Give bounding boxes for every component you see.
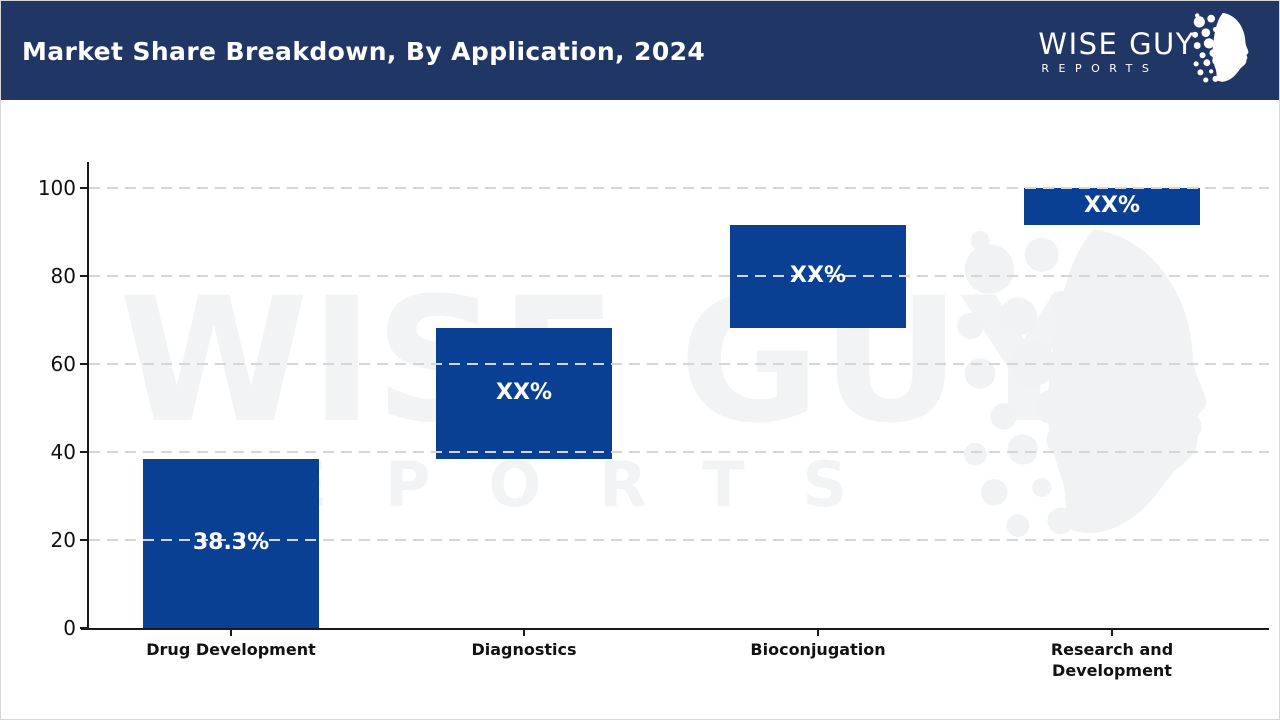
page-title: Market Share Breakdown, By Application, … xyxy=(22,37,706,66)
bar-diagnostics xyxy=(436,327,612,460)
gridline-60 xyxy=(89,363,1269,365)
x-tick-diagnostics xyxy=(523,629,525,636)
y-tick-100 xyxy=(80,187,87,189)
y-tick-label-20: 20 xyxy=(50,528,76,552)
y-tick-40 xyxy=(80,451,87,453)
bar-drug-development xyxy=(143,459,319,628)
bar-value-label-research-and-development: XX% xyxy=(1084,192,1140,218)
y-tick-label-60: 60 xyxy=(50,352,76,376)
y-tick-label-100: 100 xyxy=(37,176,76,200)
y-tick-label-80: 80 xyxy=(50,264,76,288)
x-tick-bioconjugation xyxy=(817,629,819,636)
x-axis-line xyxy=(81,628,1269,630)
x-tick-research-and-development xyxy=(1111,629,1113,636)
x-axis-label-diagnostics: Diagnostics xyxy=(471,640,577,659)
chart-area: WISE GUY REPORTS 38.3% Drug Development XX… xyxy=(1,100,1279,719)
y-tick-80 xyxy=(80,275,87,277)
y-tick-label-40: 40 xyxy=(50,440,76,464)
y-tick-60 xyxy=(80,363,87,365)
logo-subtitle: REPORTS xyxy=(1041,62,1159,76)
y-tick-label-0: 0 xyxy=(63,616,76,640)
gridline-40 xyxy=(89,451,1269,453)
logo-text: WISE GUY REPORTS xyxy=(1038,26,1195,76)
y-axis-spine xyxy=(87,162,89,630)
wise-guy-logo: WISE GUY REPORTS xyxy=(1038,9,1265,95)
bar-research-and-development xyxy=(1024,188,1200,226)
x-axis-label-bioconjugation: Bioconjugation xyxy=(750,640,886,659)
y-tick-20 xyxy=(80,539,87,541)
gridline-80 xyxy=(89,275,1269,277)
logo-wordmark: WISE GUY xyxy=(1038,26,1195,61)
bar-value-label-diagnostics: XX% xyxy=(496,379,552,405)
x-axis-label-drug-development: Drug Development xyxy=(146,640,316,659)
gridline-20 xyxy=(89,539,1269,541)
dotted-face-icon xyxy=(1192,12,1249,83)
x-axis-label-research-and-development: Research and Development xyxy=(1050,640,1174,680)
bar-value-label-drug-development: 38.3% xyxy=(192,529,270,555)
bar-value-label-bioconjugation: XX% xyxy=(790,262,846,288)
header: Market Share Breakdown, By Application, … xyxy=(1,1,1279,100)
watermark-dotted-face-icon xyxy=(957,229,1207,537)
x-tick-drug-development xyxy=(230,629,232,636)
gridline-100 xyxy=(89,187,1269,189)
